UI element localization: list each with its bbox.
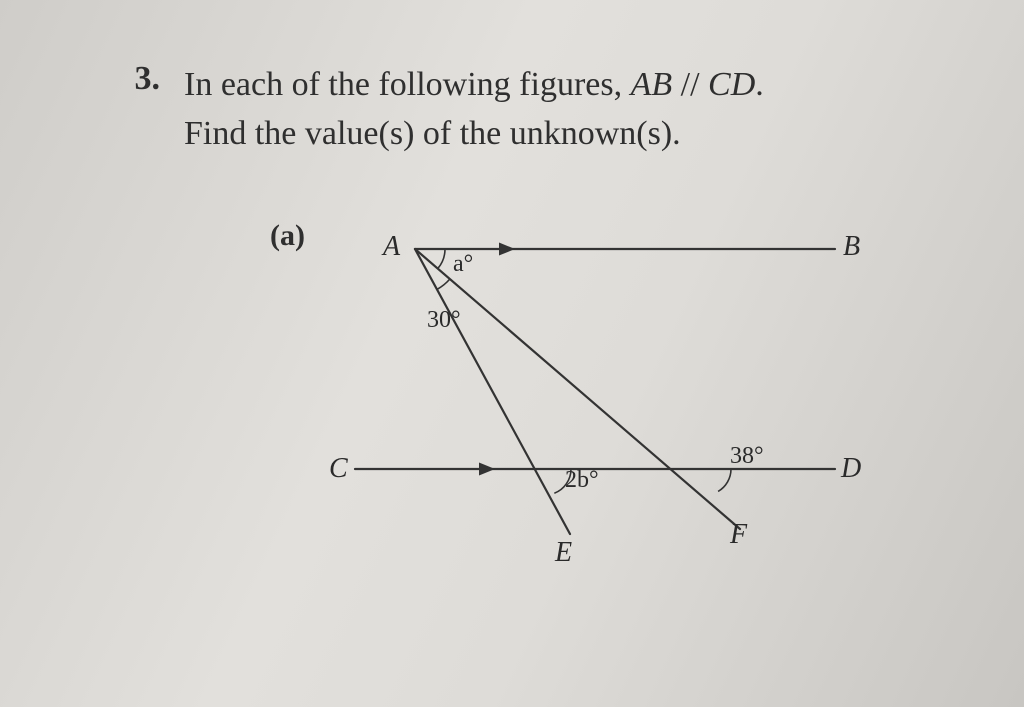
point-label-e: E	[555, 537, 572, 569]
point-label-c: C	[329, 453, 348, 485]
figure-row: (a) A B C D E F a° 30° 2b° 38°	[270, 219, 944, 569]
question-number: 3.	[120, 60, 160, 98]
part-label: (a)	[270, 219, 305, 253]
segment-cd: CD	[708, 66, 755, 103]
angle-label-38: 38°	[730, 443, 764, 470]
period: .	[755, 66, 764, 103]
angle-label-a: a°	[453, 251, 473, 278]
geometry-figure: A B C D E F a° 30° 2b° 38°	[335, 219, 895, 569]
question-text: In each of the following figures, AB // …	[184, 60, 764, 159]
question-block: 3. In each of the following figures, AB …	[120, 60, 944, 159]
point-label-d: D	[841, 453, 861, 485]
question-line2: Find the value(s) of the unknown(s).	[184, 115, 681, 152]
point-label-b: B	[843, 231, 860, 263]
angle-label-2b: 2b°	[565, 467, 599, 494]
point-label-f: F	[730, 519, 747, 551]
page: 3. In each of the following figures, AB …	[0, 0, 1024, 707]
segment-ab: AB	[631, 66, 673, 103]
point-label-a: A	[383, 231, 400, 263]
parallel-symbol: //	[672, 66, 708, 103]
question-line1: In each of the following figures,	[184, 66, 631, 103]
angle-label-30: 30°	[427, 307, 461, 334]
figure-svg	[335, 219, 895, 569]
